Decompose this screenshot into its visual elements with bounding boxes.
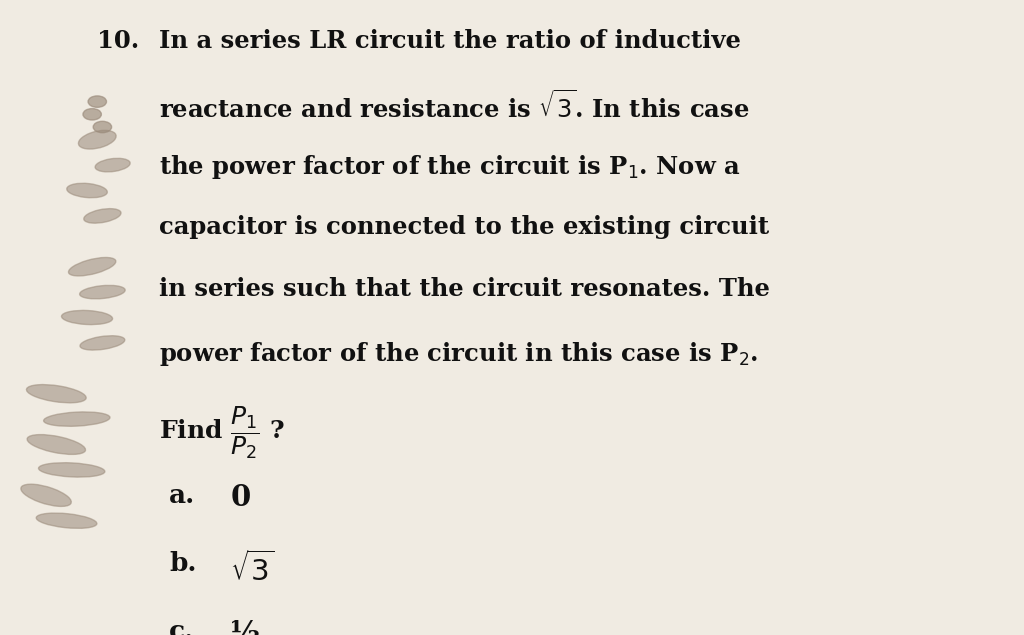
- Ellipse shape: [80, 336, 125, 350]
- Text: capacitor is connected to the existing circuit: capacitor is connected to the existing c…: [159, 215, 769, 239]
- Text: in series such that the circuit resonates. The: in series such that the circuit resonate…: [159, 277, 770, 302]
- Text: power factor of the circuit in this case is P$_2$.: power factor of the circuit in this case…: [159, 340, 758, 368]
- Text: In a series LR circuit the ratio of inductive: In a series LR circuit the ratio of indu…: [159, 29, 740, 53]
- Text: 10.: 10.: [97, 29, 139, 53]
- Ellipse shape: [44, 412, 110, 426]
- Ellipse shape: [36, 513, 97, 528]
- Ellipse shape: [20, 484, 72, 507]
- Text: b.: b.: [169, 551, 197, 576]
- Ellipse shape: [83, 109, 101, 120]
- Text: the power factor of the circuit is P$_1$. Now a: the power factor of the circuit is P$_1$…: [159, 153, 740, 181]
- Ellipse shape: [79, 130, 116, 149]
- Ellipse shape: [88, 96, 106, 107]
- Ellipse shape: [67, 184, 108, 197]
- Ellipse shape: [93, 121, 112, 133]
- Ellipse shape: [84, 209, 121, 223]
- Text: Find $\dfrac{P_1}{P_2}$ ?: Find $\dfrac{P_1}{P_2}$ ?: [159, 405, 285, 462]
- Text: ½: ½: [230, 619, 261, 635]
- Text: reactance and resistance is $\sqrt{3}$. In this case: reactance and resistance is $\sqrt{3}$. …: [159, 91, 750, 123]
- Ellipse shape: [69, 257, 116, 276]
- Ellipse shape: [61, 311, 113, 324]
- Text: 0: 0: [230, 483, 251, 512]
- Ellipse shape: [95, 158, 130, 172]
- Text: c.: c.: [169, 619, 195, 635]
- Ellipse shape: [27, 385, 86, 403]
- Ellipse shape: [27, 434, 86, 455]
- Ellipse shape: [39, 463, 104, 477]
- Text: a.: a.: [169, 483, 196, 508]
- Text: $\sqrt{3}$: $\sqrt{3}$: [230, 551, 275, 587]
- Ellipse shape: [80, 285, 125, 299]
